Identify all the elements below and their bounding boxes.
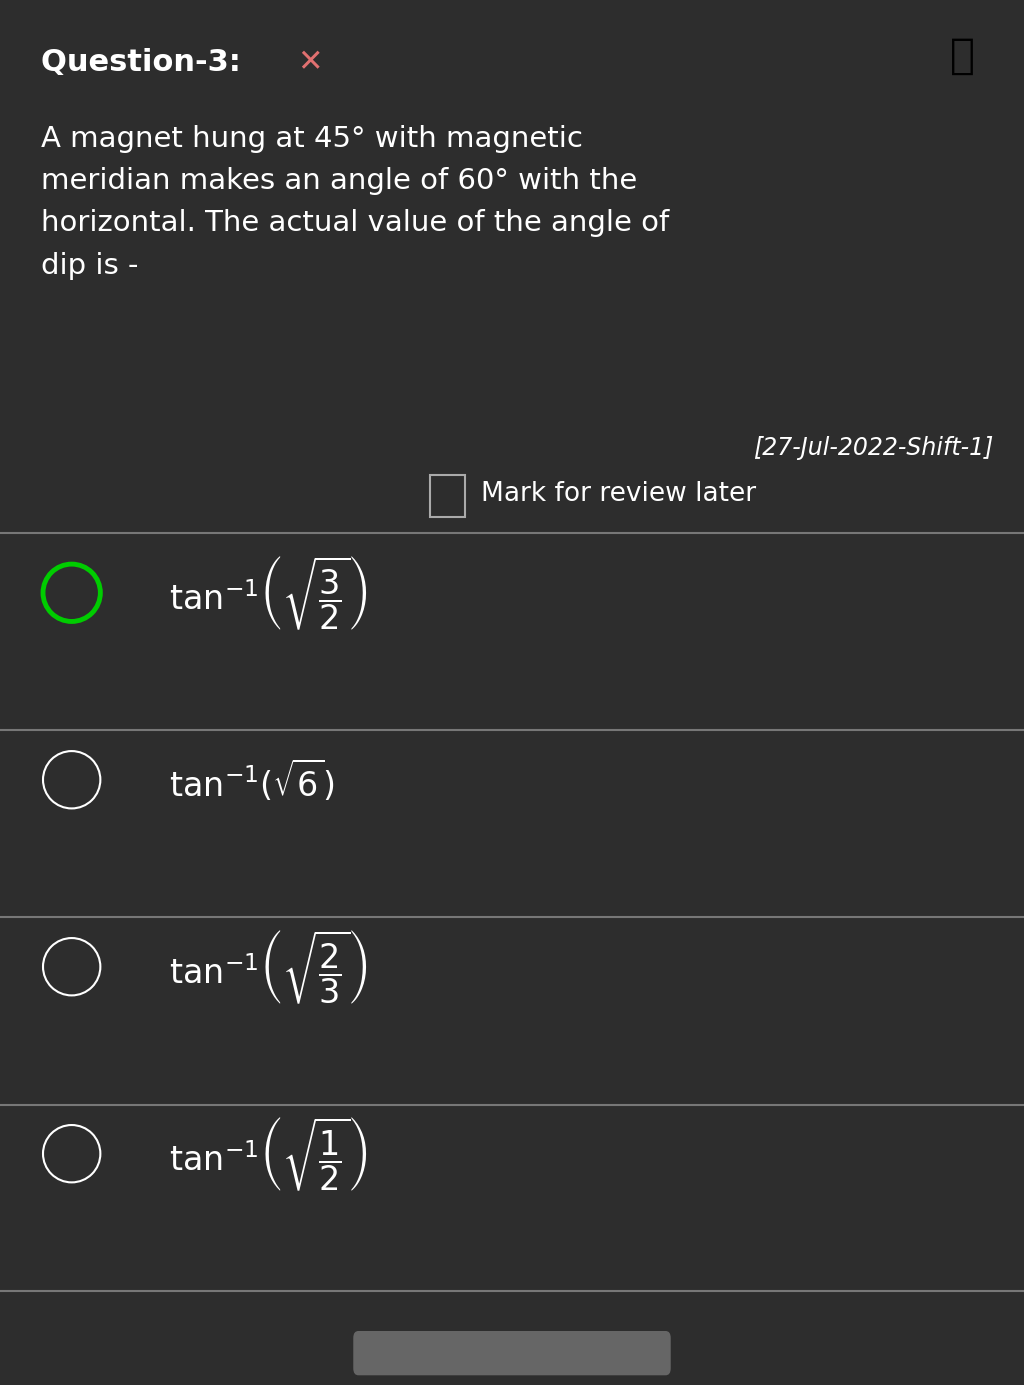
Text: $\tan^{-1}\!\left(\sqrt{\dfrac{1}{2}}\right)$: $\tan^{-1}\!\left(\sqrt{\dfrac{1}{2}}\ri…	[169, 1115, 367, 1192]
Text: 🪲: 🪲	[950, 35, 975, 76]
Text: $\tan^{-1}\!(\sqrt{6})$: $\tan^{-1}\!(\sqrt{6})$	[169, 756, 334, 803]
FancyBboxPatch shape	[353, 1331, 671, 1375]
Ellipse shape	[43, 564, 100, 622]
Text: $\tan^{-1}\!\left(\sqrt{\dfrac{2}{3}}\right)$: $\tan^{-1}\!\left(\sqrt{\dfrac{2}{3}}\ri…	[169, 928, 367, 1006]
Text: ✕: ✕	[297, 48, 323, 78]
Ellipse shape	[43, 751, 100, 809]
FancyBboxPatch shape	[430, 475, 465, 517]
Text: Question-3:: Question-3:	[41, 48, 252, 78]
Text: A magnet hung at 45° with magnetic
meridian makes an angle of 60° with the
horiz: A magnet hung at 45° with magnetic merid…	[41, 125, 670, 280]
Ellipse shape	[43, 938, 100, 996]
Text: Mark for review later: Mark for review later	[481, 482, 757, 507]
Text: $\tan^{-1}\!\left(\sqrt{\dfrac{3}{2}}\right)$: $\tan^{-1}\!\left(\sqrt{\dfrac{3}{2}}\ri…	[169, 554, 367, 632]
Ellipse shape	[43, 1125, 100, 1183]
Text: [27-Jul-2022-Shift-1]: [27-Jul-2022-Shift-1]	[753, 436, 993, 460]
